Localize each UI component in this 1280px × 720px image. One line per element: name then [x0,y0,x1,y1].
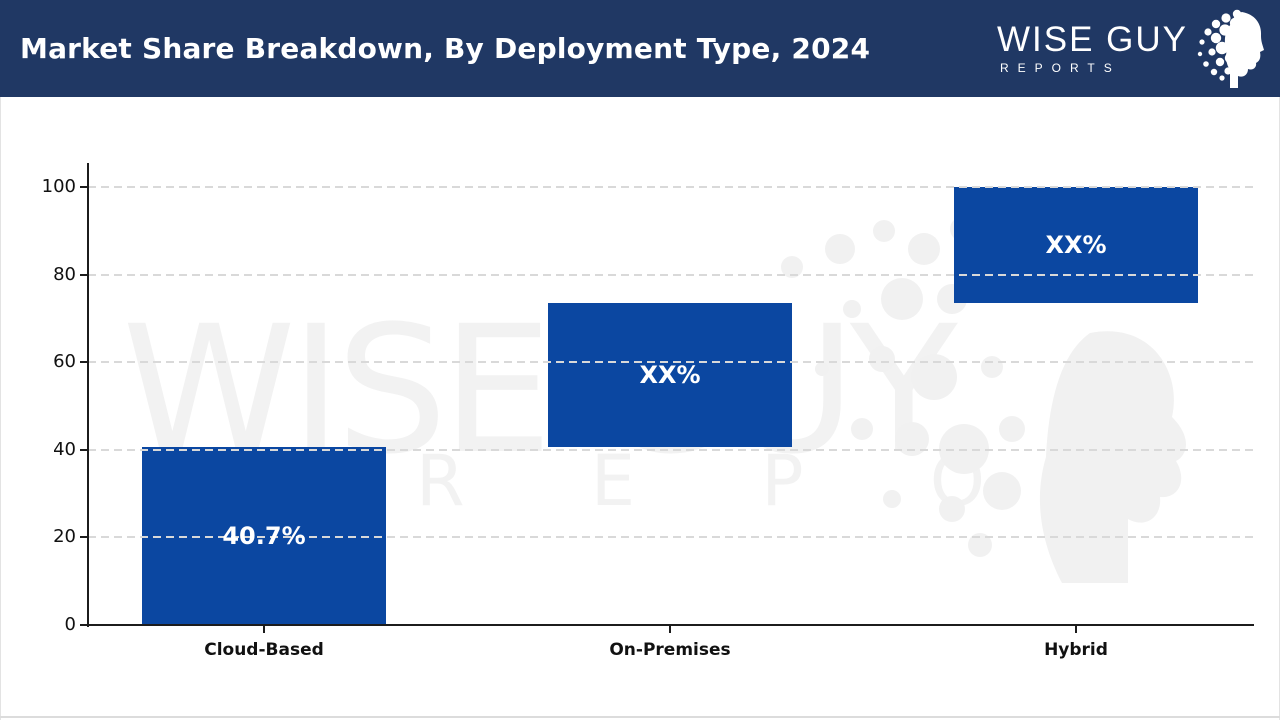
brand-logo: WISE GUY REPORTS [997,8,1264,90]
bar-cloud-based [142,446,386,625]
gridline-20 [88,536,1253,539]
y-tick-40 [80,448,88,451]
y-tick-label-20: 20 [53,526,76,548]
y-tick-label-100: 100 [41,176,76,197]
gridline-100 [88,186,1253,188]
y-tick-label-80: 80 [53,263,76,285]
bar-value-label: 40.7% [222,521,306,550]
x-tick-1 [669,625,671,633]
gridline-60 [88,361,1253,364]
x-tick-0 [263,625,265,633]
bar-value-label: XX% [639,360,701,389]
y-tick-20 [80,536,88,539]
watermark-text-secondary: R E P O R T S [416,440,1280,522]
y-tick-100 [80,186,88,188]
page-title: Market Share Breakdown, By Deployment Ty… [20,32,871,65]
brand-logo-text: WISE GUY REPORTS [997,22,1188,75]
x-category-label: On-Premises [609,640,731,660]
y-tick-0 [80,624,88,626]
y-tick-60 [80,361,88,364]
x-tick-2 [1075,625,1077,633]
y-tick-80 [80,273,88,276]
brand-subtitle: REPORTS [999,61,1121,75]
header-bar: Market Share Breakdown, By Deployment Ty… [0,0,1280,97]
x-axis-line [87,624,1254,626]
brand-name: WISE GUY [996,20,1188,59]
y-tick-label-60: 60 [53,351,76,373]
y-axis-line [87,163,89,627]
y-tick-label-0: 0 [64,614,76,635]
x-category-label: Hybrid [1044,640,1108,660]
x-category-label: Cloud-Based [204,640,324,660]
bottom-border-line [0,716,1280,718]
brand-face-icon [1197,9,1264,88]
gridline-80 [88,273,1253,276]
left-border-line [0,97,1,720]
gridline-40 [88,448,1253,451]
y-tick-label-40: 40 [53,438,76,460]
bar-on-premises [548,303,792,447]
bar-value-label: XX% [1045,231,1107,260]
bar-hybrid [954,187,1198,304]
